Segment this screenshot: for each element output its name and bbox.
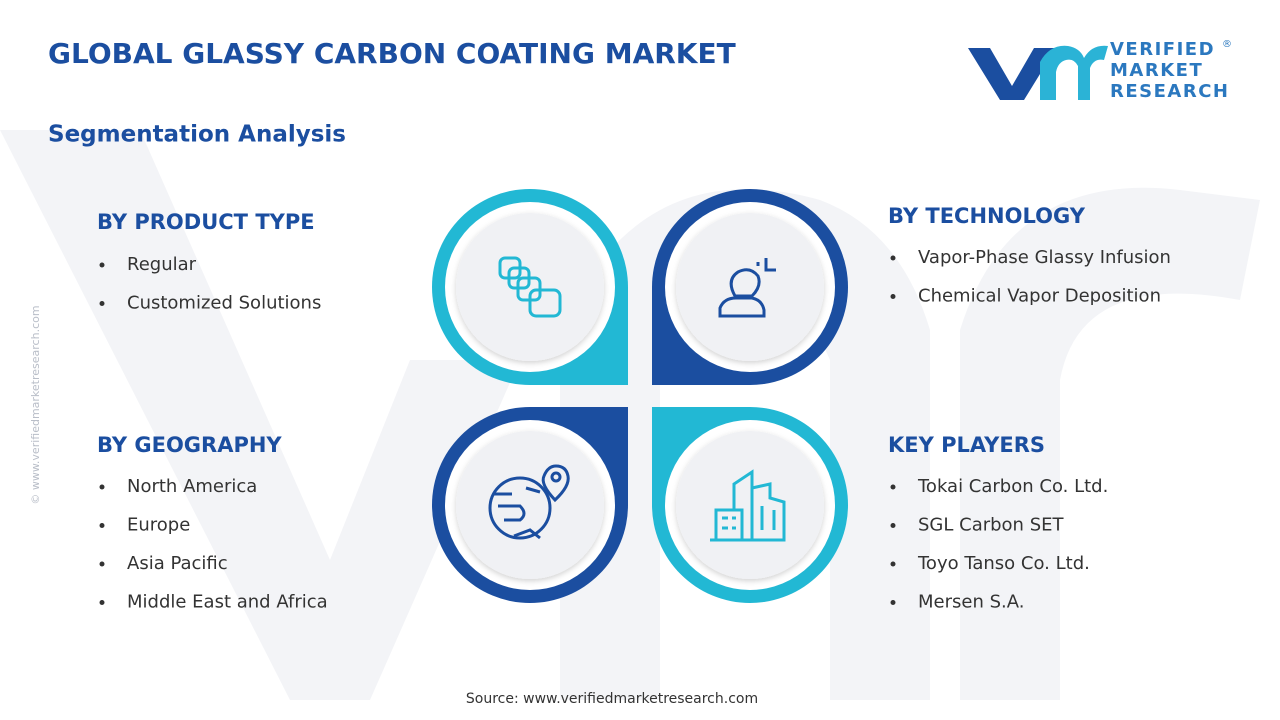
segment: BY PRODUCT TYPE Regular Customized Solutio… (97, 210, 321, 314)
icon-product (498, 256, 562, 318)
bullet (890, 600, 896, 605)
bullet (99, 484, 105, 490)
bullet (99, 301, 105, 306)
logo: VERIFIED MARKET RESEARCH ® (968, 39, 1232, 102)
side-watermark: © www.verifiedmarketresearch.com (29, 305, 42, 504)
logo-line: MARKET (1110, 60, 1203, 81)
segment-texts: BY PRODUCT TYPE Regular Customized Solutio… (97, 204, 1171, 613)
bullet (890, 484, 896, 490)
segment-item: Tokai Carbon Co. Ltd. (917, 476, 1108, 497)
icon-disc (456, 431, 604, 579)
bullet (99, 600, 105, 605)
segment-heading: BY PRODUCT TYPE (97, 210, 315, 234)
icon-technology (718, 258, 776, 318)
segment-item: Chemical Vapor Deposition (918, 286, 1161, 307)
segment: BY GEOGRAPHY North America Europe Asia Paci… (97, 433, 328, 613)
segment: KEY PLAYERS Tokai Carbon Co. Ltd. SGL Carb… (888, 433, 1108, 613)
segment-item: North America (127, 476, 257, 497)
segment: BY TECHNOLOGY Vapor-Phase Glassy Infusion… (888, 204, 1171, 307)
icon-geography (488, 464, 570, 540)
segment-item: SGL Carbon SET (918, 515, 1064, 536)
segment-graphics (432, 189, 848, 603)
bullet (99, 262, 105, 268)
segment-item: Customized Solutions (127, 293, 321, 314)
icon-players (710, 469, 786, 542)
segment-item: Mersen S.A. (918, 592, 1024, 613)
icon-disc (456, 213, 604, 361)
segment-item: Toyo Tanso Co. Ltd. (917, 553, 1090, 574)
bullet (890, 255, 896, 261)
segment-heading: KEY PLAYERS (888, 433, 1045, 457)
bullet (99, 523, 105, 528)
segment-item: Vapor-Phase Glassy Infusion (918, 247, 1171, 268)
logo-line: VERIFIED (1110, 39, 1215, 60)
segment-item: Asia Pacific (127, 553, 228, 574)
bullet (890, 523, 896, 528)
bullet (890, 294, 896, 299)
logo-mr (1040, 45, 1108, 100)
icon-disc (676, 431, 824, 579)
logo-line: RESEARCH (1110, 81, 1229, 102)
logo-registered: ® (1222, 39, 1232, 50)
title: GLOBAL GLASSY CARBON COATING MARKET (48, 37, 736, 70)
bullet (99, 561, 105, 567)
subtitle: Segmentation Analysis (48, 122, 346, 148)
segment-item: Europe (127, 515, 190, 536)
segment-heading: BY GEOGRAPHY (97, 433, 282, 457)
segment-item: Middle East and Africa (127, 592, 328, 613)
segment-item: Regular (127, 254, 197, 275)
source: Source: www.verifiedmarketresearch.com (466, 691, 758, 707)
segment-heading: BY TECHNOLOGY (888, 204, 1086, 228)
icon-disc (676, 213, 824, 361)
logo-v (968, 48, 1056, 100)
bullet (890, 561, 896, 567)
